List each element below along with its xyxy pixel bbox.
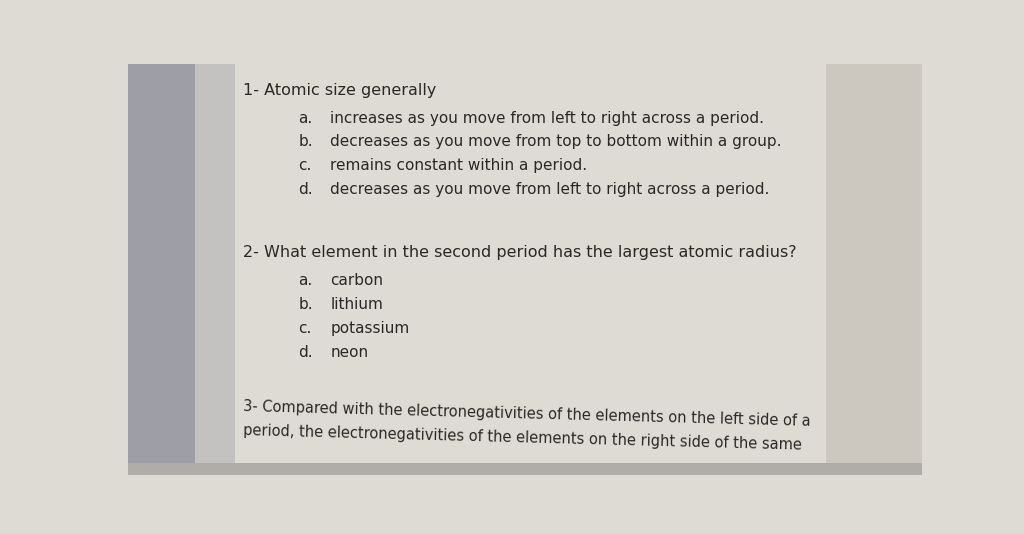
Text: increases as you move from left to right across a period.: increases as you move from left to right…: [331, 111, 764, 125]
Bar: [826, 64, 922, 475]
Text: d.: d.: [299, 182, 313, 197]
Text: 3- Compared with the electronegativities of the elements on the left side of a: 3- Compared with the electronegativities…: [243, 399, 811, 429]
Text: c.: c.: [299, 320, 312, 336]
Text: b.: b.: [299, 297, 313, 312]
Text: carbon: carbon: [331, 273, 383, 288]
Text: d.: d.: [299, 344, 313, 359]
Text: neon: neon: [331, 344, 369, 359]
Text: potassium: potassium: [331, 320, 410, 336]
Text: c.: c.: [299, 158, 312, 173]
Text: 1- Atomic size generally: 1- Atomic size generally: [243, 83, 436, 98]
Bar: [128, 463, 922, 475]
Text: b.: b.: [299, 135, 313, 150]
Text: remains constant within a period.: remains constant within a period.: [331, 158, 588, 173]
Text: decreases as you move from top to bottom within a group.: decreases as you move from top to bottom…: [331, 135, 782, 150]
Text: 2- What element in the second period has the largest atomic radius?: 2- What element in the second period has…: [243, 245, 797, 260]
Text: decreases as you move from left to right across a period.: decreases as you move from left to right…: [331, 182, 770, 197]
Text: a.: a.: [299, 273, 313, 288]
Text: lithium: lithium: [331, 297, 383, 312]
Bar: [128, 64, 196, 475]
Text: a.: a.: [299, 111, 313, 125]
Bar: [196, 64, 236, 475]
Text: period, the electronegativities of the elements on the right side of the same: period, the electronegativities of the e…: [243, 423, 802, 453]
